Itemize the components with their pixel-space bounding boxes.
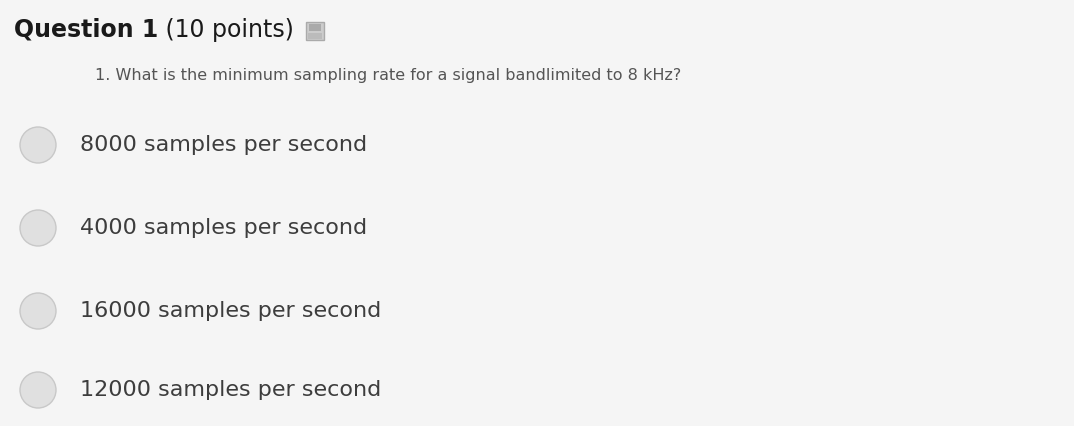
FancyBboxPatch shape: [306, 22, 324, 40]
Text: 4000 samples per second: 4000 samples per second: [79, 218, 367, 238]
FancyBboxPatch shape: [309, 24, 321, 31]
Ellipse shape: [20, 293, 56, 329]
Text: 16000 samples per second: 16000 samples per second: [79, 301, 381, 321]
Text: 12000 samples per second: 12000 samples per second: [79, 380, 381, 400]
Ellipse shape: [20, 372, 56, 408]
Text: (10 points): (10 points): [158, 18, 294, 42]
Text: Question 1: Question 1: [14, 18, 158, 42]
Ellipse shape: [20, 127, 56, 163]
Text: 1. What is the minimum sampling rate for a signal bandlimited to 8 kHz?: 1. What is the minimum sampling rate for…: [95, 68, 681, 83]
Ellipse shape: [20, 210, 56, 246]
FancyBboxPatch shape: [308, 33, 322, 39]
Text: 8000 samples per second: 8000 samples per second: [79, 135, 367, 155]
